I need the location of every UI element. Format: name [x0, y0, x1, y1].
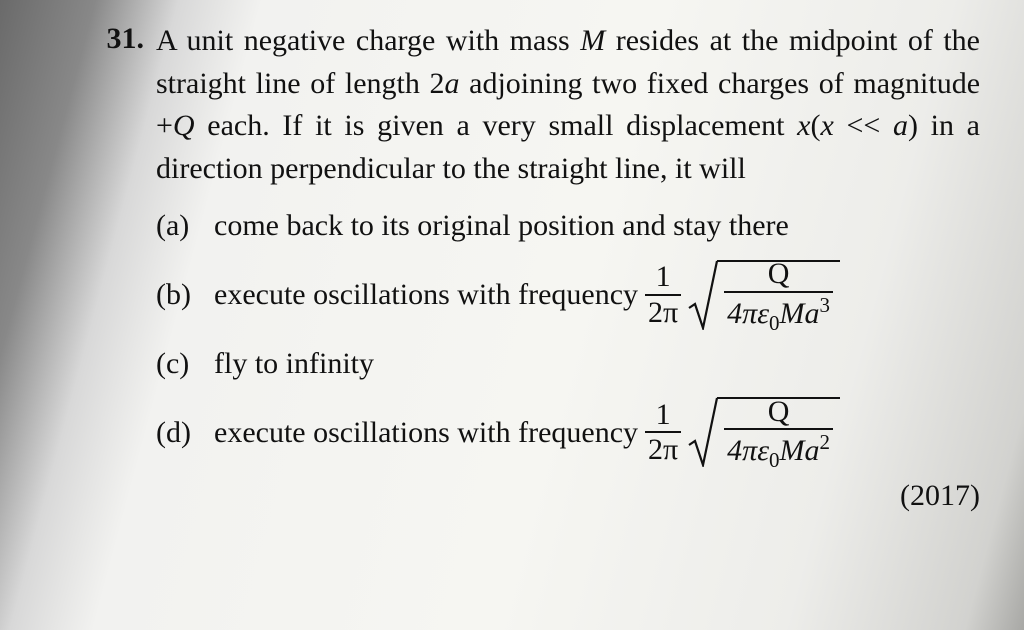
- denominator: 2π: [645, 431, 681, 466]
- option-text: fly to infinity: [214, 342, 374, 386]
- fraction: Q 4πε0Ma3: [724, 258, 833, 334]
- page: 31. A unit negative charge with mass M r…: [100, 20, 980, 513]
- radicand: Q 4πε0Ma2: [717, 397, 840, 467]
- question-block: 31. A unit negative charge with mass M r…: [100, 20, 980, 513]
- square-root: Q 4πε0Ma3: [688, 260, 840, 330]
- question-stem: A unit negative charge with mass M resid…: [156, 20, 980, 190]
- numerator: Q: [765, 396, 793, 429]
- radical-sign: [688, 397, 718, 467]
- fraction: 1 2π: [645, 399, 681, 466]
- option-label: (a): [156, 204, 204, 248]
- option-label: (c): [156, 342, 204, 386]
- option-text: execute oscillations with frequency 1 2π: [214, 397, 840, 467]
- option-text: execute oscillations with frequency 1 2π: [214, 260, 840, 330]
- option-label: (d): [156, 411, 204, 455]
- numerator: 1: [653, 261, 674, 294]
- option-label: (b): [156, 273, 204, 317]
- option-a: (a) come back to its original position a…: [156, 204, 980, 248]
- question-number: 31.: [100, 20, 144, 56]
- option-d: (d) execute oscillations with frequency …: [156, 397, 980, 467]
- question-body: A unit negative charge with mass M resid…: [156, 20, 980, 513]
- radical-sign: [688, 260, 718, 330]
- denominator: 4πε0Ma2: [724, 428, 833, 471]
- square-root: Q 4πε0Ma2: [688, 397, 840, 467]
- denominator: 2π: [645, 294, 681, 329]
- fraction: Q 4πε0Ma2: [724, 396, 833, 472]
- denominator: 4πε0Ma3: [724, 291, 833, 334]
- option-prefix: execute oscillations with frequency: [214, 273, 638, 317]
- option-c: (c) fly to infinity: [156, 342, 980, 386]
- numerator: Q: [765, 258, 793, 291]
- option-text: come back to its original position and s…: [214, 204, 789, 248]
- options: (a) come back to its original position a…: [156, 204, 980, 467]
- numerator: 1: [653, 399, 674, 432]
- radicand: Q 4πε0Ma3: [717, 260, 840, 330]
- year-tag: (2017): [156, 479, 980, 513]
- option-prefix: execute oscillations with frequency: [214, 411, 638, 455]
- option-b: (b) execute oscillations with frequency …: [156, 260, 980, 330]
- fraction: 1 2π: [645, 261, 681, 328]
